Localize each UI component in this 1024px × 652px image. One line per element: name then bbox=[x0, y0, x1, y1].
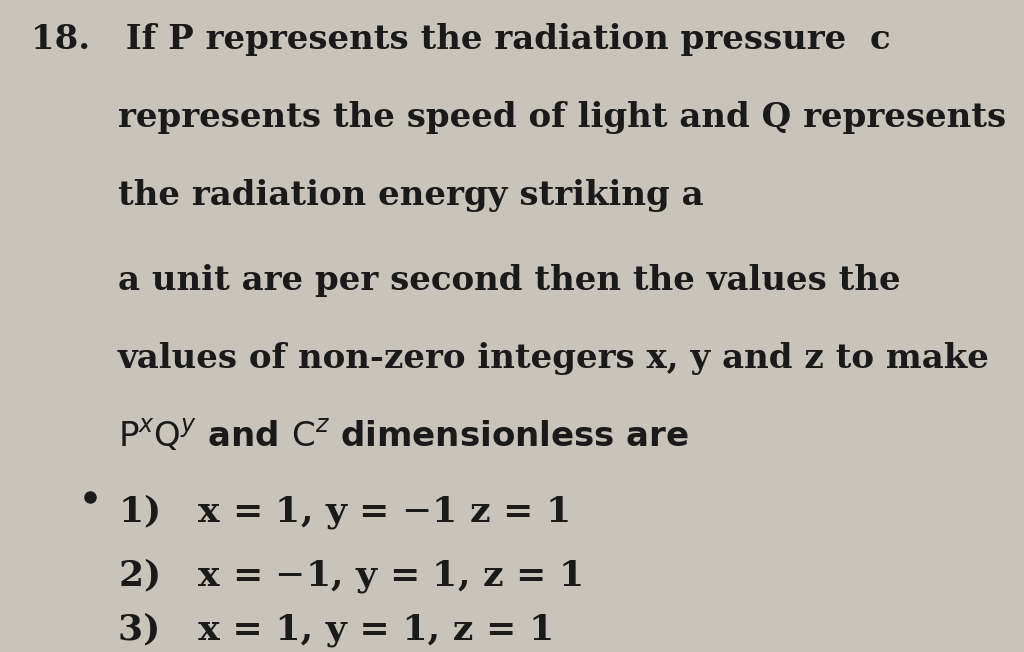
Text: the radiation energy striking a: the radiation energy striking a bbox=[118, 179, 703, 213]
Text: 2)   x = $-$1, y = 1, z = 1: 2) x = $-$1, y = 1, z = 1 bbox=[118, 556, 582, 595]
Text: 1)   x = 1, y = $-$1 z = 1: 1) x = 1, y = $-$1 z = 1 bbox=[118, 492, 569, 531]
Text: 18.   If P represents the radiation pressure  c: 18. If P represents the radiation pressu… bbox=[31, 23, 890, 56]
Text: 3)   x = 1, y = 1, z = 1: 3) x = 1, y = 1, z = 1 bbox=[118, 613, 554, 647]
Text: represents the speed of light and Q represents: represents the speed of light and Q repr… bbox=[118, 101, 1006, 134]
Text: $\mathrm{P}^{x}\mathrm{Q}^{y}$ and $\mathrm{C}^{z}$ dimensionless are: $\mathrm{P}^{x}\mathrm{Q}^{y}$ and $\mat… bbox=[118, 417, 689, 453]
Text: a unit are per second then the values the: a unit are per second then the values th… bbox=[118, 264, 900, 297]
Text: values of non-zero integers x, y and z to make: values of non-zero integers x, y and z t… bbox=[118, 342, 989, 376]
